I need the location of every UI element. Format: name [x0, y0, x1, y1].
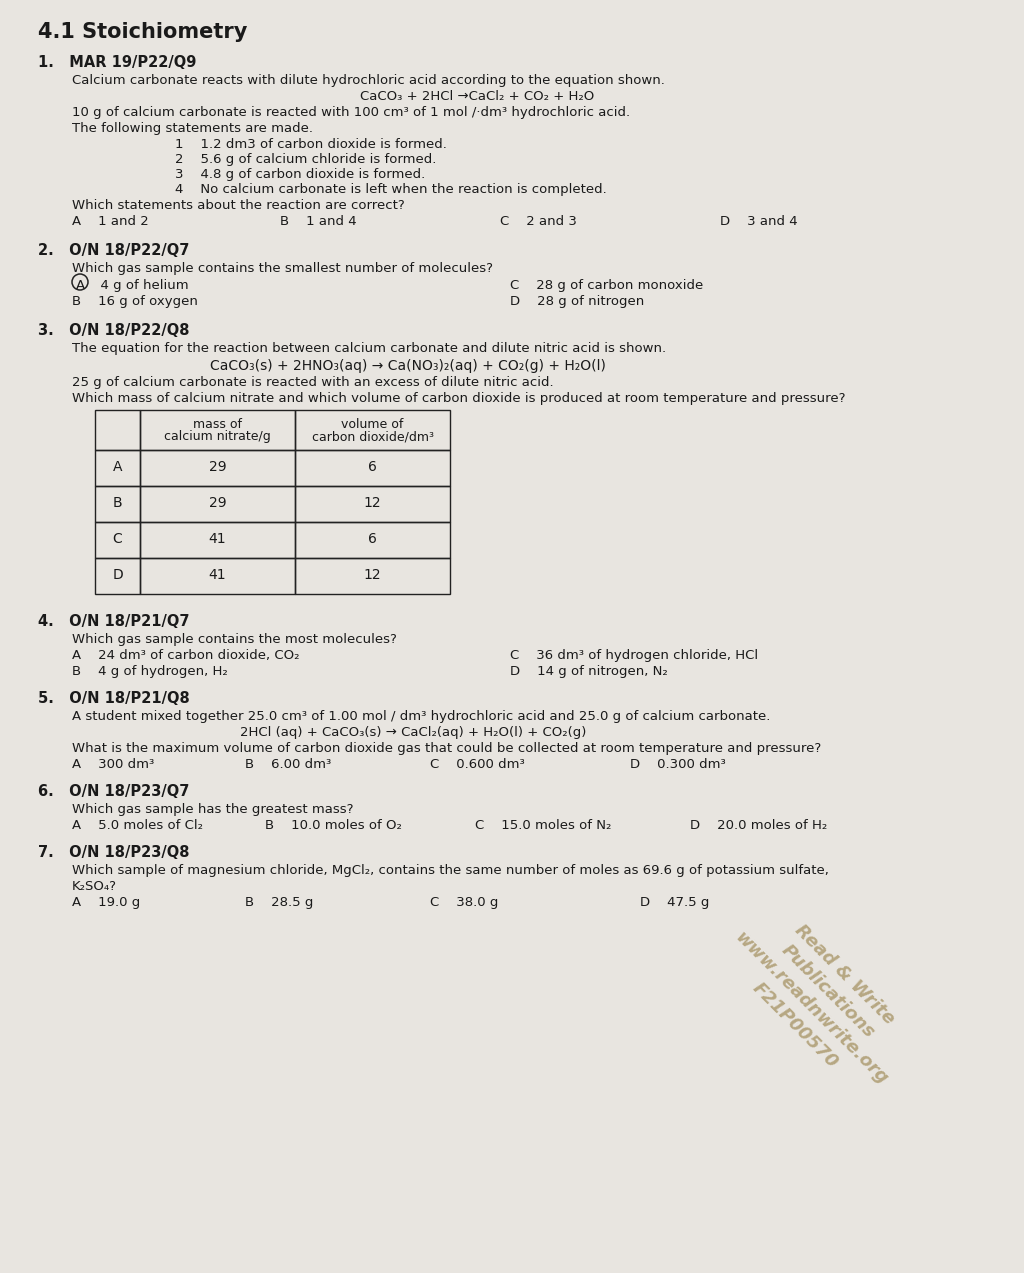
Text: C    38.0 g: C 38.0 g	[430, 896, 499, 909]
Text: CaCO₃(s) + 2HNO₃(aq) → Ca(NO₃)₂(aq) + CO₂(g) + H₂O(l): CaCO₃(s) + 2HNO₃(aq) → Ca(NO₃)₂(aq) + CO…	[210, 359, 606, 373]
Bar	[140, 486, 295, 522]
Text: B    1 and 4: B 1 and 4	[280, 215, 356, 228]
Bar	[140, 449, 295, 486]
Bar	[295, 558, 450, 594]
Bar	[295, 449, 450, 486]
Text: C    2 and 3: C 2 and 3	[500, 215, 577, 228]
Bar	[95, 410, 140, 449]
Text: D    3 and 4: D 3 and 4	[720, 215, 798, 228]
Text: B: B	[113, 496, 122, 510]
Bar	[140, 522, 295, 558]
Text: 41: 41	[209, 568, 226, 582]
Text: Which sample of magnesium chloride, MgCl₂, contains the same number of moles as : Which sample of magnesium chloride, MgCl…	[72, 864, 828, 877]
Text: B    16 g of oxygen: B 16 g of oxygen	[72, 295, 198, 308]
Text: D    28 g of nitrogen: D 28 g of nitrogen	[510, 295, 644, 308]
Text: A: A	[76, 279, 85, 292]
Text: Which gas sample contains the smallest number of molecules?: Which gas sample contains the smallest n…	[72, 262, 493, 275]
Bar	[140, 410, 295, 449]
Text: 2    5.6 g of calcium chloride is formed.: 2 5.6 g of calcium chloride is formed.	[175, 153, 436, 165]
Text: The equation for the reaction between calcium carbonate and dilute nitric acid i: The equation for the reaction between ca…	[72, 342, 667, 355]
Text: D    47.5 g: D 47.5 g	[640, 896, 710, 909]
Text: 4 g of helium: 4 g of helium	[92, 279, 188, 292]
Text: 29: 29	[209, 460, 226, 474]
Text: A student mixed together 25.0 cm³ of 1.00 mol / dm³ hydrochloric acid and 25.0 g: A student mixed together 25.0 cm³ of 1.0…	[72, 710, 770, 723]
Text: 3.   O/N 18/P22/Q8: 3. O/N 18/P22/Q8	[38, 323, 189, 339]
Text: B    6.00 dm³: B 6.00 dm³	[245, 757, 331, 771]
Text: 1    1.2 dm3 of carbon dioxide is formed.: 1 1.2 dm3 of carbon dioxide is formed.	[175, 137, 446, 151]
Bar	[95, 558, 140, 594]
Bar	[295, 522, 450, 558]
Text: C    28 g of carbon monoxide: C 28 g of carbon monoxide	[510, 279, 703, 292]
Text: Calcium carbonate reacts with dilute hydrochloric acid according to the equation: Calcium carbonate reacts with dilute hyd…	[72, 74, 665, 87]
Text: A    1 and 2: A 1 and 2	[72, 215, 148, 228]
Text: Read & Write
Publications
www.readnwrite.org
F21P00570: Read & Write Publications www.readnwrite…	[715, 895, 925, 1105]
Text: calcium nitrate/g: calcium nitrate/g	[164, 430, 271, 443]
Text: C: C	[113, 532, 123, 546]
Text: 4.   O/N 18/P21/Q7: 4. O/N 18/P21/Q7	[38, 614, 189, 629]
Text: B    4 g of hydrogen, H₂: B 4 g of hydrogen, H₂	[72, 665, 227, 679]
Text: K₂SO₄?: K₂SO₄?	[72, 880, 117, 892]
Text: C    0.600 dm³: C 0.600 dm³	[430, 757, 524, 771]
Text: Which gas sample contains the most molecules?: Which gas sample contains the most molec…	[72, 633, 397, 645]
Text: A    24 dm³ of carbon dioxide, CO₂: A 24 dm³ of carbon dioxide, CO₂	[72, 649, 299, 662]
Text: volume of: volume of	[341, 418, 403, 432]
Text: B    10.0 moles of O₂: B 10.0 moles of O₂	[265, 819, 401, 833]
Bar	[295, 410, 450, 449]
Text: 2.   O/N 18/P22/Q7: 2. O/N 18/P22/Q7	[38, 243, 189, 258]
Text: C    15.0 moles of N₂: C 15.0 moles of N₂	[475, 819, 611, 833]
Text: B    28.5 g: B 28.5 g	[245, 896, 313, 909]
Text: D    14 g of nitrogen, N₂: D 14 g of nitrogen, N₂	[510, 665, 668, 679]
Bar	[95, 486, 140, 522]
Text: What is the maximum volume of carbon dioxide gas that could be collected at room: What is the maximum volume of carbon dio…	[72, 742, 821, 755]
Text: 1.   MAR 19/P22/Q9: 1. MAR 19/P22/Q9	[38, 55, 197, 70]
Text: 12: 12	[364, 568, 381, 582]
Text: CaCO₃ + 2HCl →CaCl₂ + CO₂ + H₂O: CaCO₃ + 2HCl →CaCl₂ + CO₂ + H₂O	[360, 90, 594, 103]
Text: A    300 dm³: A 300 dm³	[72, 757, 155, 771]
Text: 6: 6	[368, 460, 377, 474]
Text: 12: 12	[364, 496, 381, 510]
Text: Which gas sample has the greatest mass?: Which gas sample has the greatest mass?	[72, 803, 353, 816]
Text: D    20.0 moles of H₂: D 20.0 moles of H₂	[690, 819, 827, 833]
Text: 7.   O/N 18/P23/Q8: 7. O/N 18/P23/Q8	[38, 845, 189, 861]
Text: 3    4.8 g of carbon dioxide is formed.: 3 4.8 g of carbon dioxide is formed.	[175, 168, 425, 181]
Text: 6.   O/N 18/P23/Q7: 6. O/N 18/P23/Q7	[38, 784, 189, 799]
Text: Which statements about the reaction are correct?: Which statements about the reaction are …	[72, 199, 404, 213]
Text: A: A	[113, 460, 122, 474]
Text: 4    No calcium carbonate is left when the reaction is completed.: 4 No calcium carbonate is left when the …	[175, 183, 607, 196]
Text: C    36 dm³ of hydrogen chloride, HCl: C 36 dm³ of hydrogen chloride, HCl	[510, 649, 758, 662]
Bar	[95, 522, 140, 558]
Text: A    19.0 g: A 19.0 g	[72, 896, 140, 909]
Text: D    0.300 dm³: D 0.300 dm³	[630, 757, 726, 771]
Text: 29: 29	[209, 496, 226, 510]
Text: 6: 6	[368, 532, 377, 546]
Text: A    5.0 moles of Cl₂: A 5.0 moles of Cl₂	[72, 819, 203, 833]
Bar	[140, 558, 295, 594]
Text: 2HCl (aq) + CaCO₃(s) → CaCl₂(aq) + H₂O(l) + CO₂(g): 2HCl (aq) + CaCO₃(s) → CaCl₂(aq) + H₂O(l…	[240, 726, 587, 740]
Text: 5.   O/N 18/P21/Q8: 5. O/N 18/P21/Q8	[38, 691, 189, 707]
Text: mass of: mass of	[193, 418, 242, 432]
Text: 25 g of calcium carbonate is reacted with an excess of dilute nitric acid.: 25 g of calcium carbonate is reacted wit…	[72, 376, 554, 390]
Text: D: D	[112, 568, 123, 582]
Text: Which mass of calcium nitrate and which volume of carbon dioxide is produced at : Which mass of calcium nitrate and which …	[72, 392, 846, 405]
Text: 4.1 Stoichiometry: 4.1 Stoichiometry	[38, 22, 248, 42]
Bar	[95, 449, 140, 486]
Text: 10 g of calcium carbonate is reacted with 100 cm³ of 1 mol /·dm³ hydrochloric ac: 10 g of calcium carbonate is reacted wit…	[72, 106, 630, 118]
Bar	[295, 486, 450, 522]
Text: The following statements are made.: The following statements are made.	[72, 122, 313, 135]
Text: 41: 41	[209, 532, 226, 546]
Text: carbon dioxide/dm³: carbon dioxide/dm³	[311, 430, 433, 443]
